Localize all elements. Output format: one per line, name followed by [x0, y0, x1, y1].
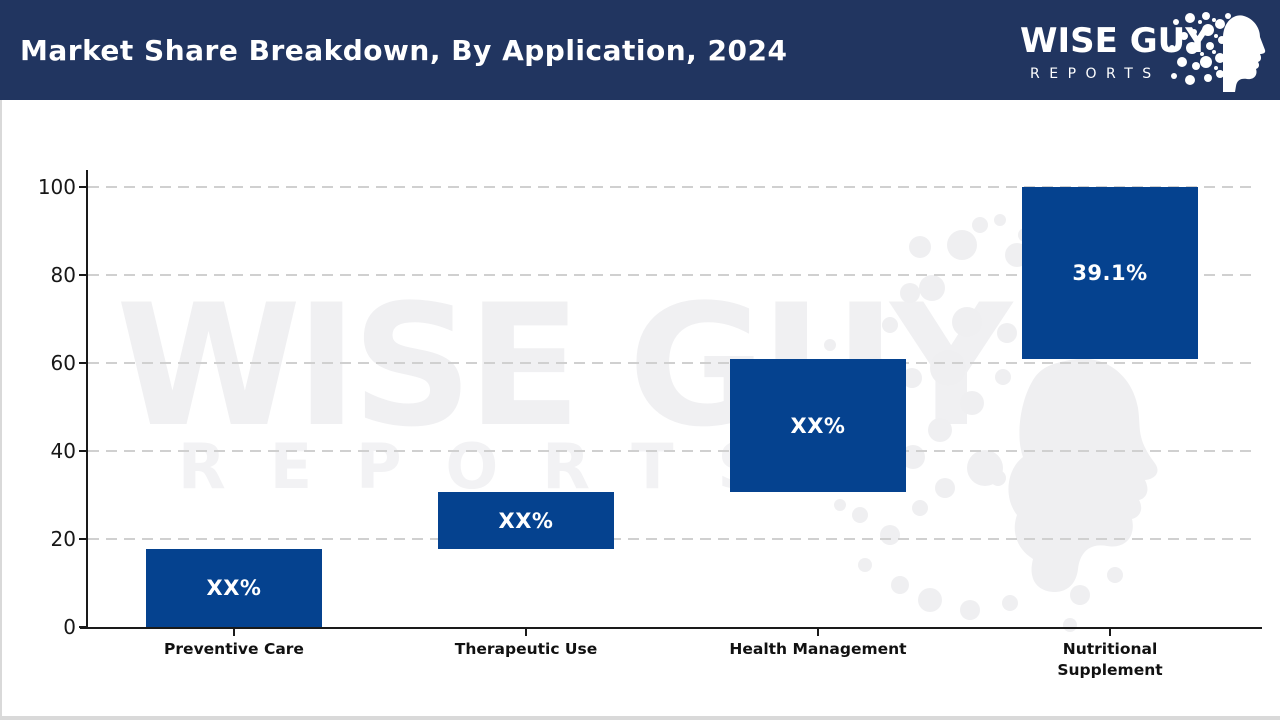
bar-value-label: 39.1% [1072, 261, 1148, 286]
y-tick-mark-20 [79, 538, 87, 540]
x-tick-label-line: Supplement [1057, 661, 1163, 679]
logo-head-dots-icon [1169, 12, 1266, 92]
x-tick-label-line: Therapeutic Use [454, 640, 598, 658]
x-axis-line [80, 627, 1262, 629]
x-tick-label-0: Preventive Care [104, 639, 364, 660]
x-tick-label-2: Health Management [688, 639, 948, 660]
x-tick-label-1: Therapeutic Use [396, 639, 656, 660]
chart-title: Market Share Breakdown, By Application, … [20, 33, 788, 67]
y-tick-mark-60 [79, 362, 87, 364]
x-tick-label-3: Nutritional Supplement [980, 639, 1240, 681]
bottom-edge-rule [0, 716, 1280, 720]
bar-value-label: XX% [790, 413, 846, 438]
gridline-60 [88, 362, 1256, 364]
gridline-80 [88, 274, 1256, 276]
y-tick-mark-40 [79, 450, 87, 452]
x-tick-label-line: Preventive Care [164, 640, 304, 658]
bar-preventive-care: XX% [146, 549, 322, 627]
x-tick-mark-0 [233, 629, 235, 636]
x-tick-mark-2 [817, 629, 819, 636]
x-tick-label-line: Nutritional [1062, 640, 1158, 658]
bar-value-label: XX% [206, 576, 262, 601]
header-bar: Market Share Breakdown, By Application, … [0, 0, 1280, 100]
left-edge-rule [0, 100, 2, 716]
y-tick-label-80: 80 [50, 263, 76, 287]
bar-value-label: XX% [498, 508, 554, 533]
y-tick-mark-100 [79, 186, 87, 188]
y-axis-line [86, 170, 88, 629]
x-tick-label-line: Health Management [729, 640, 907, 658]
y-tick-mark-80 [79, 274, 87, 276]
y-tick-label-40: 40 [50, 439, 76, 463]
bar-health-management: XX% [730, 359, 906, 493]
y-tick-label-20: 20 [50, 527, 76, 551]
wise-guy-logo: WISE GUY REPORTS [1018, 8, 1268, 92]
y-tick-label-100: 100 [37, 175, 76, 199]
gridline-100 [88, 186, 1256, 188]
y-tick-label-60: 60 [50, 351, 76, 375]
y-tick-label-0: 0 [63, 615, 76, 639]
logo-subtext-text: REPORTS [1030, 66, 1161, 82]
watermark-subtext: REPORTS [178, 430, 807, 503]
bar-nutritional-supplement: 39.1% [1022, 187, 1198, 360]
x-tick-mark-1 [525, 629, 527, 636]
gridline-20 [88, 538, 1256, 540]
gridline-40 [88, 450, 1256, 452]
logo-wordmark-text: WISE GUY [1020, 21, 1210, 61]
bar-therapeutic-use: XX% [438, 492, 614, 550]
x-tick-mark-3 [1109, 629, 1111, 636]
